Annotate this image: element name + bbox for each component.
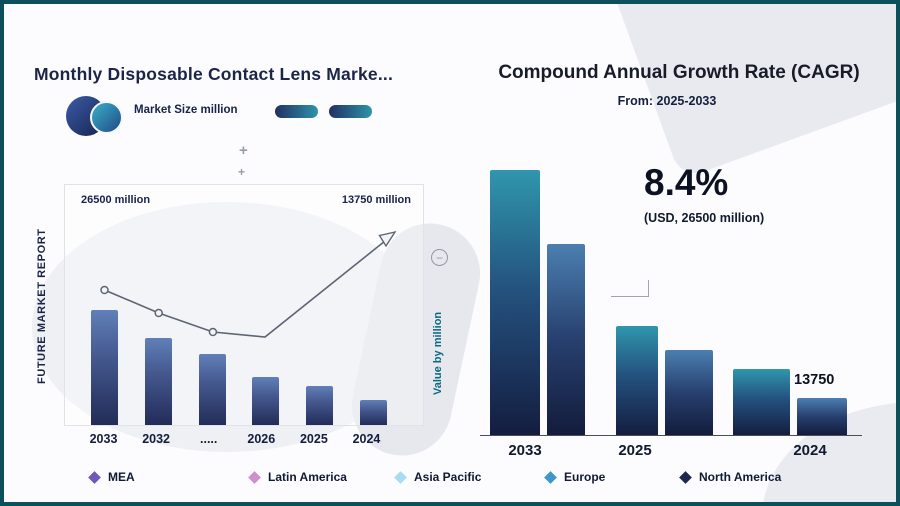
right-bar-2033-1 — [490, 170, 540, 435]
footer-legend: MEA Latin America Asia Pacific Europe North … — [4, 468, 896, 494]
plus-decoration: + — [239, 142, 248, 159]
max-value-label: 26500 million — [81, 194, 151, 206]
trend-arrow — [100, 230, 397, 338]
left-bar-2025 — [306, 386, 334, 425]
left-x-tick-label: 2026 — [247, 432, 276, 446]
left-bars-group — [91, 310, 387, 425]
legend-diamond-icon — [88, 470, 101, 484]
left-x-tick-label: 2024 — [352, 432, 381, 446]
left-x-tick-label: 2033 — [89, 432, 118, 446]
right-x-tick-label: 2024 — [793, 442, 827, 459]
bar-value-label: 13750 — [794, 372, 835, 388]
legend-diamond-icon — [679, 470, 692, 484]
legend-diamond-icon — [544, 470, 557, 484]
legend-diamond-icon — [394, 470, 407, 484]
legend-pills — [275, 105, 372, 118]
right-bar-2033-2 — [547, 244, 585, 435]
future-market-report-label: FUTURE MARKET REPORT — [36, 228, 48, 385]
legend-label: Asia Pacific — [414, 470, 482, 484]
decor-blob-top-right — [592, 4, 896, 180]
x-axis-line — [480, 434, 862, 436]
legend-pill-icon — [275, 105, 318, 118]
cagr-value: 8.4% — [644, 162, 729, 203]
left-bar-2024 — [359, 400, 387, 425]
right-bar-2024-2 — [797, 398, 847, 435]
right-chart-title: Compound Annual Growth Rate (CAGR) — [498, 62, 860, 83]
market-size-pie-icon — [66, 96, 126, 138]
left-bar-2026 — [252, 377, 280, 425]
legend-label: North America — [699, 470, 782, 484]
plus-decoration: + — [238, 165, 246, 179]
minus-glyph: − — [435, 250, 443, 265]
left-x-tick-label: 2032 — [142, 432, 170, 446]
legend-item-asia-pacific: Asia Pacific — [394, 470, 482, 484]
value-axis-label: Value by million — [432, 311, 444, 395]
right-bar-2025-2 — [665, 350, 713, 435]
legend-pill-icon — [329, 105, 372, 118]
left-x-axis: 2033 2032..... 2026 2025 2024 — [89, 432, 381, 446]
cagr-detail: (USD, 26500 million) — [644, 211, 765, 225]
right-bar-2025-1 — [616, 326, 658, 435]
legend-label: Europe — [564, 470, 606, 484]
legend-label: MEA — [108, 470, 135, 484]
right-chart-subtitle: From: 2025-2033 — [617, 94, 717, 108]
right-bar-2024-1 — [733, 369, 790, 435]
left-bar-2033 — [91, 310, 118, 425]
right-chart-area: 8.4% (USD, 26500 million) 13750 2033 2025… — [474, 156, 884, 459]
left-bar-..... — [198, 354, 226, 425]
left-chart-title: Monthly Disposable Contact Lens Marke... — [34, 64, 394, 84]
step-decoration — [611, 280, 649, 297]
legend-label: Latin America — [268, 470, 347, 484]
cagr-block: 8.4% (USD, 26500 million) — [644, 164, 764, 225]
market-size-legend-label: Market Size million — [134, 104, 238, 116]
legend-diamond-icon — [248, 470, 261, 484]
legend-item-mea: MEA — [88, 470, 135, 484]
left-x-tick-label: ..... — [200, 432, 218, 446]
pie-icon-teal-circle — [90, 101, 123, 134]
left-chart-area: 26500 million 13750 million — [64, 184, 424, 426]
minus-circle-decoration: − — [431, 249, 448, 266]
legend-item-europe: Europe — [544, 470, 606, 484]
left-bar-2032 — [144, 338, 172, 425]
legend-item-latin-america: Latin America — [248, 470, 347, 484]
right-x-tick-label: 2025 — [618, 442, 652, 459]
right-x-tick-label: 2033 — [508, 442, 542, 459]
left-x-tick-label: 2025 — [299, 432, 328, 446]
legend-item-north-america: North America — [679, 470, 782, 484]
min-value-label: 13750 million — [341, 194, 411, 206]
